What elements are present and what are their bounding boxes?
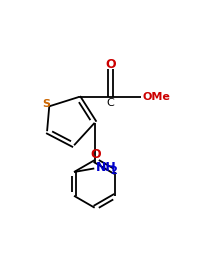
Text: O: O [105,58,116,71]
Text: C: C [106,98,114,108]
Text: 2: 2 [110,166,117,176]
Text: O: O [91,148,101,161]
Text: NH: NH [96,161,116,174]
Text: S: S [42,99,50,109]
Text: OMe: OMe [142,92,171,102]
